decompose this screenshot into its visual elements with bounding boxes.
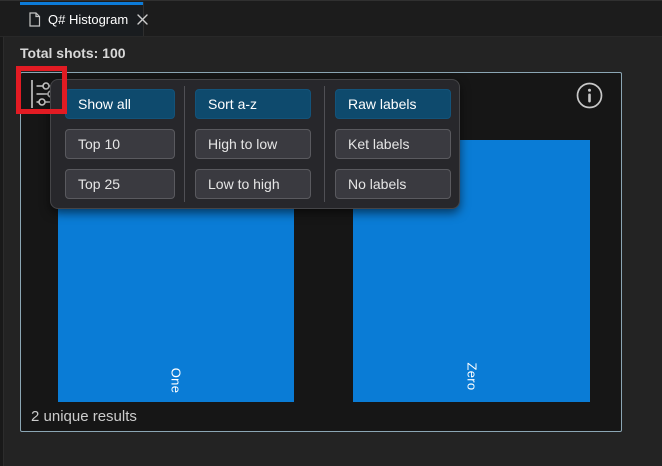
total-shots-label: Total shots: 100 xyxy=(20,45,126,61)
option-show-all[interactable]: Show all xyxy=(65,89,175,119)
histogram-settings-popup: Show all Top 10 Top 25 Sort a-z High to … xyxy=(50,79,460,209)
histogram-bar-one[interactable]: One xyxy=(58,209,294,402)
option-low-to-high[interactable]: Low to high xyxy=(195,169,311,199)
option-top-25[interactable]: Top 25 xyxy=(65,169,175,199)
unique-results-label: 2 unique results xyxy=(31,408,137,425)
popup-divider xyxy=(184,86,185,202)
option-sort-az[interactable]: Sort a-z xyxy=(195,89,311,119)
editor-tab-bar: Q# Histogram xyxy=(0,0,662,37)
popup-sort-column: Sort a-z High to low Low to high xyxy=(195,89,311,199)
popup-divider xyxy=(324,86,325,202)
bar-label-zero: Zero xyxy=(464,362,479,391)
popup-filter-column: Show all Top 10 Top 25 xyxy=(65,89,175,199)
close-icon[interactable] xyxy=(137,13,148,25)
window-left-edge xyxy=(0,0,4,466)
option-ket-labels[interactable]: Ket labels xyxy=(335,129,451,159)
info-button[interactable] xyxy=(575,81,603,109)
option-no-labels[interactable]: No labels xyxy=(335,169,451,199)
option-raw-labels[interactable]: Raw labels xyxy=(335,89,451,119)
file-icon xyxy=(28,11,41,27)
bar-label-one: One xyxy=(168,367,184,394)
option-high-to-low[interactable]: High to low xyxy=(195,129,311,159)
info-icon xyxy=(576,82,603,109)
option-top-10[interactable]: Top 10 xyxy=(65,129,175,159)
tab-qsharp-histogram[interactable]: Q# Histogram xyxy=(20,2,148,36)
popup-labels-column: Raw labels Ket labels No labels xyxy=(335,89,451,199)
tab-title: Q# Histogram xyxy=(48,11,129,27)
